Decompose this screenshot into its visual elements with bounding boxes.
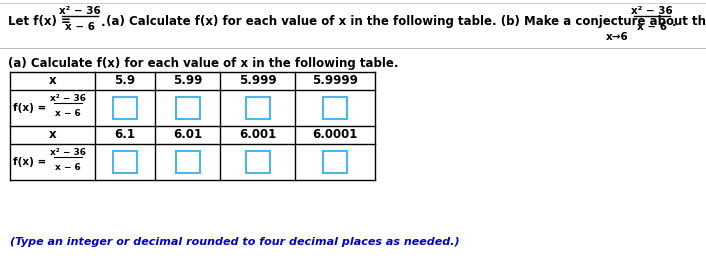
Text: x − 6: x − 6 <box>55 163 81 172</box>
Text: 5.9999: 5.9999 <box>312 74 358 87</box>
Text: 5.99: 5.99 <box>173 74 202 87</box>
Text: x² − 36: x² − 36 <box>50 148 86 157</box>
Text: x: x <box>49 129 56 142</box>
Text: f(x) =: f(x) = <box>13 157 47 167</box>
Text: x→6: x→6 <box>606 32 629 42</box>
Text: 6.0001: 6.0001 <box>312 129 358 142</box>
Text: x − 6: x − 6 <box>637 22 667 32</box>
Bar <box>176 151 200 173</box>
Text: 5.999: 5.999 <box>239 74 276 87</box>
Text: x² − 36: x² − 36 <box>50 94 86 103</box>
Bar <box>113 151 137 173</box>
Text: (Type an integer or decimal rounded to four decimal places as needed.): (Type an integer or decimal rounded to f… <box>10 237 460 247</box>
Text: .: . <box>101 15 106 29</box>
Text: x: x <box>49 74 56 87</box>
Text: f(x) =: f(x) = <box>13 103 47 113</box>
Text: 6.1: 6.1 <box>114 129 136 142</box>
Text: x² − 36: x² − 36 <box>59 6 101 16</box>
Bar <box>246 151 270 173</box>
Text: (a) Calculate f(x) for each value of x in the following table.: (a) Calculate f(x) for each value of x i… <box>8 58 398 70</box>
Bar <box>323 97 347 119</box>
Text: x − 6: x − 6 <box>65 22 95 32</box>
Text: 6.001: 6.001 <box>239 129 276 142</box>
Text: x − 6: x − 6 <box>55 109 81 118</box>
Text: (a) Calculate f(x) for each value of x in the following table. (b) Make a conjec: (a) Calculate f(x) for each value of x i… <box>102 15 706 29</box>
Bar <box>113 97 137 119</box>
Text: .: . <box>672 15 676 29</box>
Bar <box>323 151 347 173</box>
Text: 6.01: 6.01 <box>173 129 202 142</box>
Bar <box>246 97 270 119</box>
Text: 5.9: 5.9 <box>114 74 136 87</box>
Bar <box>176 97 200 119</box>
Text: Let f(x) =: Let f(x) = <box>8 15 71 29</box>
Text: x² − 36: x² − 36 <box>631 6 673 16</box>
